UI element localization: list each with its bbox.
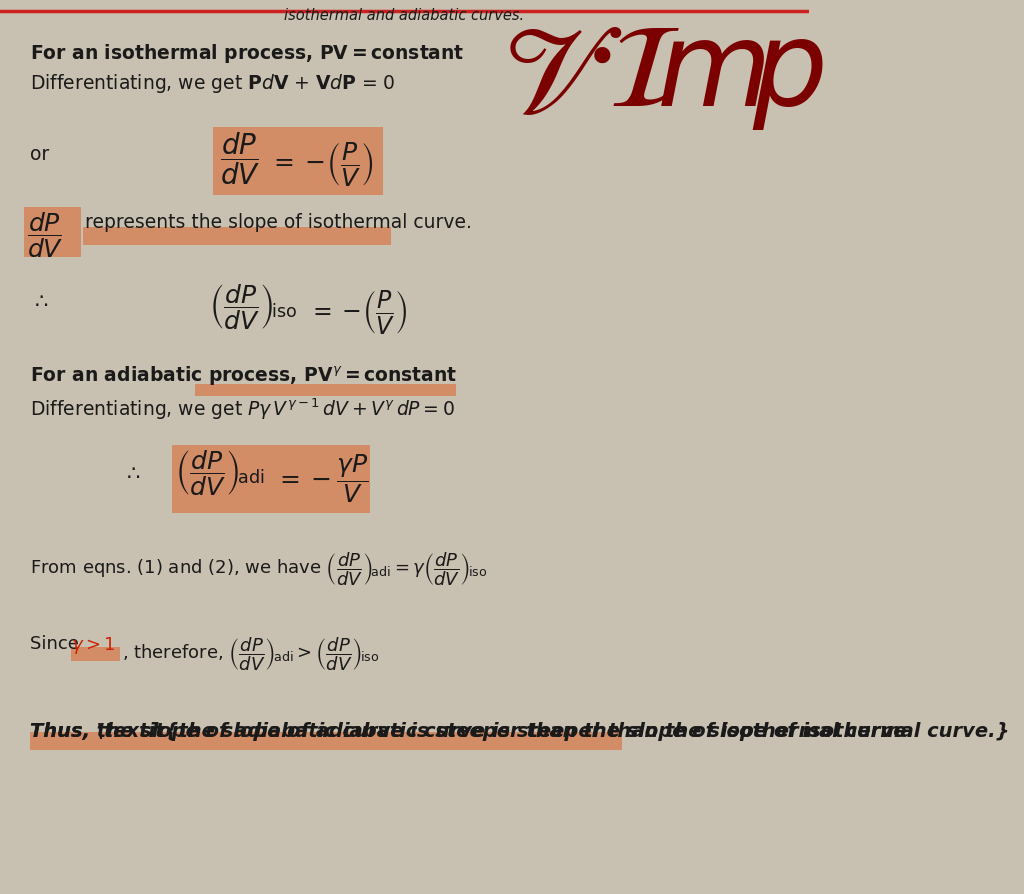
Text: $\left(\dfrac{dP}{dV}\right)_{\!\mathrm{adi}}$: $\left(\dfrac{dP}{dV}\right)_{\!\mathrm{… bbox=[175, 448, 265, 497]
Bar bbox=[83, 228, 391, 246]
Text: For an adiabatic process, $\bf{PV}$$^{\gamma}$$\bf{= constant}$: For an adiabatic process, $\bf{PV}$$^{\g… bbox=[30, 365, 458, 388]
Text: For an isothermal process, $\bf{PV = constant}$: For an isothermal process, $\bf{PV = con… bbox=[30, 42, 465, 65]
Text: $= -\!\left(\dfrac{P}{V}\right)$: $= -\!\left(\dfrac{P}{V}\right)$ bbox=[308, 288, 408, 335]
Text: $\left(\dfrac{dP}{dV}\right)_{\!\mathrm{iso}}$: $\left(\dfrac{dP}{dV}\right)_{\!\mathrm{… bbox=[209, 282, 298, 332]
Text: represents the slope of isothermal curve.: represents the slope of isothermal curve… bbox=[85, 213, 472, 232]
Bar bbox=[30, 732, 623, 750]
Text: $\mathcal{I}\!m\!p$: $\mathcal{I}\!m\!p$ bbox=[608, 18, 824, 131]
Text: $\dfrac{dP}{dV}$: $\dfrac{dP}{dV}$ bbox=[27, 210, 63, 259]
Text: $\therefore$: $\therefore$ bbox=[123, 461, 140, 482]
Bar bbox=[213, 128, 383, 196]
Bar bbox=[196, 384, 456, 397]
Text: or: or bbox=[30, 145, 49, 164]
Text: $\mathscr{V}$: $\mathscr{V}$ bbox=[506, 18, 623, 139]
Text: Differentiating, we get $\bf{P}$$d$$\bf{V}$ + $\bf{V}$$d$$\bf{P}$ = 0: Differentiating, we get $\bf{P}$$d$$\bf{… bbox=[30, 72, 395, 95]
Text: $= -\!\left(\dfrac{P}{V}\right)$: $= -\!\left(\dfrac{P}{V}\right)$ bbox=[268, 139, 373, 188]
Text: , therefore, $\left(\dfrac{dP}{dV}\right)_{\!\mathrm{adi}}$$> \left(\dfrac{dP}{d: , therefore, $\left(\dfrac{dP}{dV}\right… bbox=[123, 634, 380, 672]
Text: Thus, \textit{the slope of adiabatic curve is steeper than the slope of isotherm: Thus, \textit{the slope of adiabatic cur… bbox=[30, 721, 1010, 740]
Text: $= -\dfrac{\gamma P}{V}$: $= -\dfrac{\gamma P}{V}$ bbox=[274, 451, 368, 504]
Text: Since: Since bbox=[30, 634, 85, 653]
Bar bbox=[172, 445, 370, 513]
Text: isothermal and adiabatic curves.: isothermal and adiabatic curves. bbox=[285, 8, 524, 23]
Text: $\gamma > 1$: $\gamma > 1$ bbox=[71, 634, 116, 655]
Bar bbox=[71, 647, 120, 662]
Text: $\therefore$: $\therefore$ bbox=[30, 290, 48, 309]
Text: Thus, the slope of adiabatic curve is steeper than the slope of isothermal curve: Thus, the slope of adiabatic curve is st… bbox=[30, 721, 913, 740]
Text: Differentiating, we get $P\gamma\, V^{\gamma-1}\, dV + V^{\gamma}\, dP = 0$: Differentiating, we get $P\gamma\, V^{\g… bbox=[30, 395, 455, 421]
Bar bbox=[24, 207, 81, 257]
Text: $\bullet$: $\bullet$ bbox=[585, 30, 612, 84]
Text: $\dfrac{dP}{dV}$: $\dfrac{dP}{dV}$ bbox=[219, 130, 260, 187]
Text: From eqns. (1) and (2), we have $\left(\dfrac{dP}{dV}\right)_{\!\mathrm{adi}}$$=: From eqns. (1) and (2), we have $\left(\… bbox=[30, 550, 487, 587]
